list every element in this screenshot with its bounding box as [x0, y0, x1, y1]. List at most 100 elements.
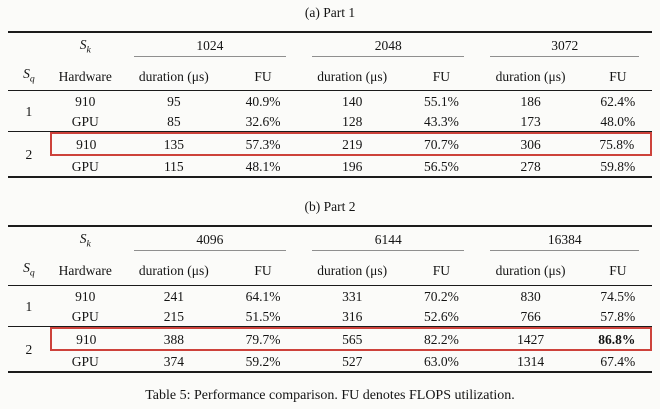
- part-a-caption: (a) Part 1: [304, 5, 356, 20]
- duration-cell: 115: [120, 156, 227, 179]
- fu-cell: 82.2%: [405, 326, 478, 351]
- duration-header: duration (μs): [477, 62, 584, 92]
- fu-cell: 59.8%: [583, 156, 652, 179]
- fu-header: FU: [405, 256, 478, 286]
- part-a-table: Sk 1024 2048 3072 Sq Hardware duration (…: [8, 31, 652, 179]
- sq-cell: 1: [8, 286, 50, 327]
- fu-cell: 55.1%: [423, 94, 459, 110]
- data-row: 1 910 241 64.1% 331 70.2% 830 74.5%: [8, 286, 652, 327]
- data-row: GPU 115 48.1% 196 56.5% 278 59.8%: [8, 156, 652, 179]
- sk-group-value: 6144: [312, 232, 465, 252]
- sk-group-value: 2048: [312, 38, 465, 57]
- fu-cell: 70.2%: [423, 288, 459, 304]
- sq-header-label: Sq: [8, 62, 50, 92]
- duration-cell: 241: [163, 288, 184, 304]
- fu-cell: 70.7%: [405, 132, 478, 157]
- fu-cell: 56.5%: [405, 156, 478, 179]
- sk-value-cell: 2048: [299, 31, 478, 62]
- duration-cell: 331: [342, 288, 363, 304]
- fu-cell: 48.0%: [583, 111, 652, 133]
- fu-cell: 48.1%: [226, 156, 300, 179]
- sk-group-value: 16384: [490, 232, 639, 252]
- duration-header: duration (μs): [299, 256, 406, 286]
- sk-value-cell: 1024: [120, 31, 300, 62]
- highlighted-row: 2 910 388 79.7% 565 82.2% 1427 86.8%: [8, 326, 652, 373]
- sq-cell: 2: [8, 132, 50, 179]
- fu-cell: 63.0%: [405, 351, 478, 373]
- fu-cell: 40.9%: [245, 94, 281, 110]
- sk-header-row: Sk 1024 2048 3072: [8, 31, 652, 62]
- fu-header: FU: [583, 256, 652, 286]
- fu-cell: 52.6%: [405, 306, 478, 327]
- fu-header: FU: [405, 62, 478, 92]
- duration-header: duration (μs): [477, 256, 584, 286]
- duration-cell: 186: [520, 94, 541, 110]
- duration-cell: 95: [167, 94, 181, 110]
- fu-header: FU: [226, 256, 300, 286]
- duration-cell: 135: [120, 132, 227, 157]
- column-header-row: Sq Hardware duration (μs) FU duration (μ…: [8, 256, 652, 286]
- duration-cell: 196: [299, 156, 406, 179]
- data-row: 1 910 95 40.9% 140 55.1% 186 62.4%: [8, 91, 652, 133]
- fu-cell-best: 86.8%: [583, 326, 652, 351]
- fu-cell: 74.5%: [600, 288, 636, 304]
- fu-cell: 51.5%: [226, 306, 300, 327]
- sq-cell: 2: [8, 327, 50, 373]
- part-b-caption: (b) Part 2: [304, 199, 356, 215]
- sk-value-cell: 16384: [477, 225, 652, 256]
- part-a-section: (a) Part 1 Sk 1024 2048 3072 Sq Hardware: [0, 5, 660, 179]
- sq-cell: 1: [8, 91, 50, 133]
- sk-value-cell: 6144: [299, 225, 478, 256]
- duration-cell: 173: [477, 111, 584, 133]
- fu-cell: 62.4%: [600, 94, 636, 110]
- duration-cell: 219: [299, 132, 406, 157]
- fu-cell: 67.4%: [583, 351, 652, 373]
- hardware-cell: 910: [75, 94, 96, 110]
- fu-cell: 57.3%: [226, 132, 300, 157]
- duration-cell: 278: [477, 156, 584, 179]
- table-caption: Table 5: Performance comparison. FU deno…: [145, 387, 515, 403]
- data-row: GPU 374 59.2% 527 63.0% 1314 67.4%: [8, 351, 652, 373]
- sk-group-value: 3072: [490, 38, 639, 57]
- hardware-header: Hardware: [49, 256, 121, 286]
- duration-cell: 388: [120, 326, 227, 351]
- sk-value-cell: 4096: [120, 225, 300, 256]
- hardware-cell: GPU: [49, 111, 121, 133]
- duration-cell: 306: [477, 132, 584, 157]
- sk-group-value: 1024: [133, 38, 287, 57]
- hardware-cell: 910: [49, 326, 121, 351]
- hardware-cell: GPU: [49, 306, 121, 327]
- highlighted-row: 2 910 135 57.3% 219 70.7% 306 75.8%: [8, 132, 652, 179]
- hardware-cell: GPU: [49, 351, 121, 373]
- duration-header: duration (μs): [120, 256, 227, 286]
- sk-value-cell: 3072: [477, 31, 652, 62]
- duration-header: duration (μs): [299, 62, 406, 92]
- empty-corner-cell: [8, 31, 50, 62]
- duration-cell: 1427: [477, 326, 584, 351]
- duration-cell: 766: [477, 306, 584, 327]
- sk-group-value: 4096: [133, 232, 287, 252]
- fu-cell: 59.2%: [226, 351, 300, 373]
- hardware-cell: GPU: [49, 156, 121, 179]
- fu-cell: 32.6%: [226, 111, 300, 133]
- duration-cell: 527: [299, 351, 406, 373]
- duration-cell: 1314: [477, 351, 584, 373]
- data-row: GPU 85 32.6% 128 43.3% 173 48.0%: [8, 111, 652, 133]
- duration-cell: 830: [520, 288, 541, 304]
- duration-cell: 374: [120, 351, 227, 373]
- duration-cell: 128: [299, 111, 406, 133]
- sk-header-label: Sk: [49, 31, 121, 62]
- fu-header: FU: [226, 62, 300, 92]
- empty-corner-cell: [8, 225, 50, 256]
- sq-header-label: Sq: [8, 256, 50, 286]
- fu-cell: 79.7%: [226, 326, 300, 351]
- fu-header: FU: [583, 62, 652, 92]
- duration-cell: 215: [120, 306, 227, 327]
- fu-cell: 75.8%: [583, 132, 652, 157]
- duration-cell: 316: [299, 306, 406, 327]
- data-row: GPU 215 51.5% 316 52.6% 766 57.8%: [8, 306, 652, 327]
- duration-header: duration (μs): [120, 62, 227, 92]
- sk-header-label: Sk: [49, 225, 121, 256]
- part-b-table: Sk 4096 6144 16384 Sq Hardware duration …: [8, 225, 652, 373]
- fu-cell: 57.8%: [583, 306, 652, 327]
